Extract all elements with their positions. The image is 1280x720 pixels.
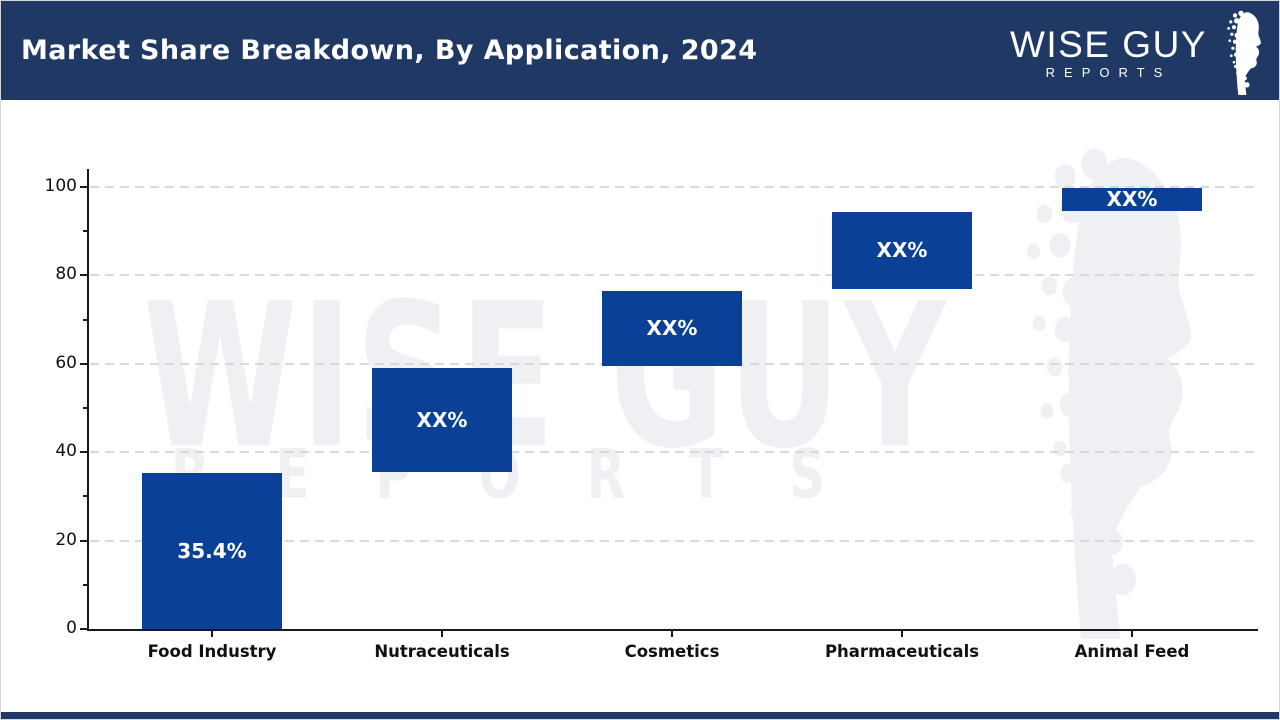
x-category-label-pharmaceuticals: Pharmaceuticals — [824, 642, 980, 661]
bar-food-industry: 35.4% — [142, 472, 282, 629]
x-tick — [211, 631, 213, 637]
bar-nutraceuticals: XX% — [372, 368, 512, 473]
gridline-40 — [90, 451, 1258, 454]
y-minor-tick — [83, 583, 88, 586]
y-major-tick — [80, 628, 88, 630]
x-category-label-nutraceuticals: Nutraceuticals — [374, 642, 510, 661]
face-profile-dots-icon — [1227, 10, 1261, 95]
y-tick-label: 20 — [55, 529, 77, 550]
bar-value-label: XX% — [1106, 187, 1158, 212]
chart-title: Market Share Breakdown, By Application, … — [21, 35, 758, 66]
gridline-100 — [90, 186, 1258, 188]
y-major-tick — [80, 274, 88, 277]
bar-value-label: XX% — [416, 408, 468, 433]
y-minor-tick — [83, 318, 88, 321]
x-category-label-food-industry: Food Industry — [147, 642, 277, 661]
y-tick-label: 80 — [55, 264, 77, 285]
y-major-tick — [80, 539, 88, 542]
y-major-tick — [80, 362, 88, 365]
brand-name: WISE GUY — [1009, 23, 1207, 65]
watermark-brand-name: WISE GUY — [143, 261, 949, 494]
x-tick — [901, 631, 903, 637]
brand-subname: REPORTS — [1045, 64, 1172, 80]
x-tick — [671, 631, 673, 637]
gridline-20 — [90, 539, 1258, 542]
header-band: Market Share Breakdown, By Application, … — [1, 1, 1279, 100]
brand-logo: WISE GUY REPORTS — [1010, 9, 1267, 95]
bar-value-label: XX% — [646, 316, 698, 341]
y-minor-tick — [83, 407, 88, 409]
x-category-label-animal-feed: Animal Feed — [1074, 642, 1190, 661]
brand-logo-text: WISE GUY REPORTS — [1010, 26, 1207, 79]
y-minor-tick — [83, 495, 88, 498]
y-axis-spine — [87, 169, 89, 631]
x-tick — [1131, 631, 1133, 637]
y-major-tick — [80, 451, 88, 454]
bar-value-label: 35.4% — [177, 538, 247, 563]
gridline-80 — [90, 274, 1258, 277]
x-tick — [441, 631, 443, 637]
bar-animal-feed: XX% — [1062, 187, 1202, 212]
x-category-label-cosmetics: Cosmetics — [624, 642, 720, 661]
y-tick-label: 0 — [66, 618, 77, 638]
y-tick-label: 40 — [55, 441, 77, 462]
y-minor-tick — [83, 230, 88, 233]
bar-cosmetics: XX% — [602, 290, 742, 366]
bar-value-label: XX% — [876, 238, 928, 263]
footer-band — [1, 712, 1279, 719]
y-tick-label: 100 — [44, 176, 77, 196]
watermark-face-profile-dots-icon — [1027, 148, 1191, 639]
y-tick-label: 60 — [55, 352, 77, 373]
y-major-tick — [80, 186, 88, 188]
bar-pharmaceuticals: XX% — [832, 211, 972, 289]
x-axis-spine — [87, 629, 1258, 631]
